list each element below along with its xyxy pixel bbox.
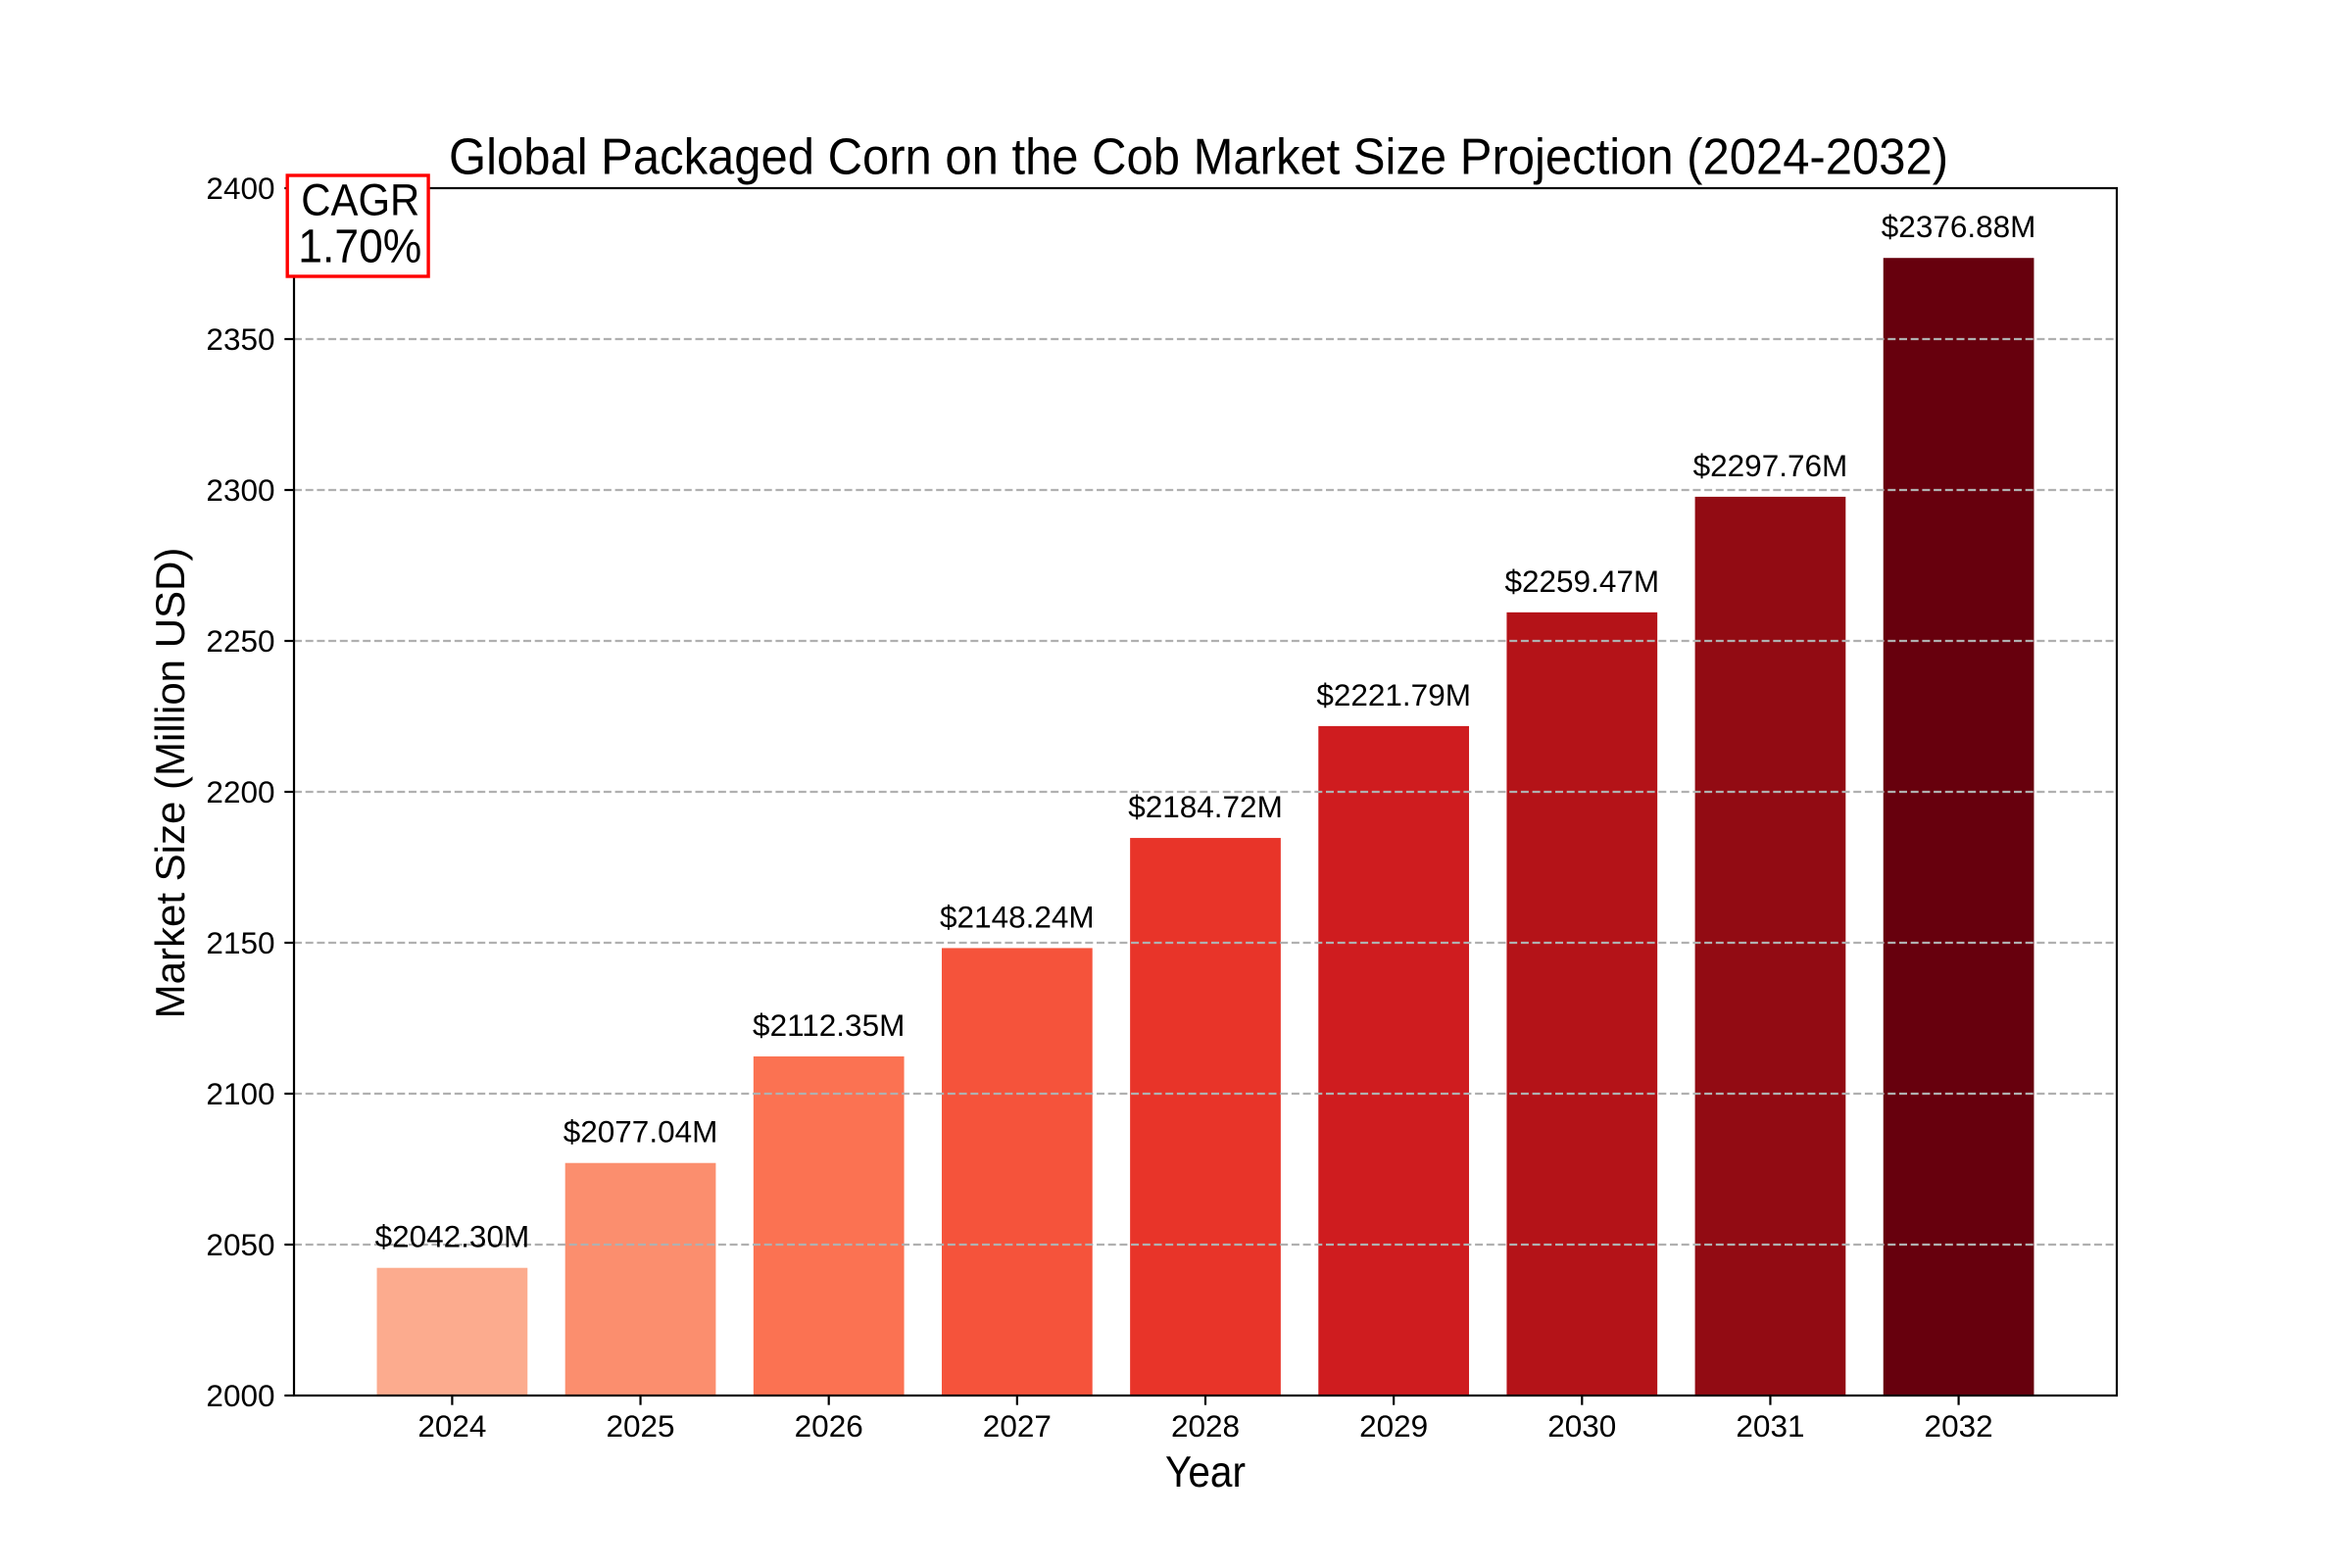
svg-text:2032: 2032 (1925, 1408, 1993, 1444)
svg-text:Year: Year (1165, 1448, 1246, 1496)
svg-text:2400: 2400 (206, 171, 274, 206)
svg-text:2250: 2250 (206, 623, 274, 659)
svg-text:2350: 2350 (206, 321, 274, 357)
svg-text:2300: 2300 (206, 472, 274, 508)
svg-text:$2184.72M: $2184.72M (1128, 789, 1283, 824)
svg-text:Market Size (Million USD): Market Size (Million USD) (147, 548, 193, 1019)
svg-text:2030: 2030 (1547, 1408, 1616, 1444)
svg-text:2150: 2150 (206, 925, 274, 960)
svg-text:$2221.79M: $2221.79M (1316, 677, 1471, 712)
svg-text:2024: 2024 (417, 1408, 486, 1444)
svg-text:$2042.30M: $2042.30M (375, 1219, 530, 1254)
svg-text:2029: 2029 (1359, 1408, 1428, 1444)
svg-text:$2376.88M: $2376.88M (1882, 209, 2036, 244)
svg-text:2025: 2025 (607, 1408, 675, 1444)
svg-text:2027: 2027 (983, 1408, 1052, 1444)
svg-text:Global Packaged Corn on the Co: Global Packaged Corn on the Cob Market S… (449, 129, 1948, 186)
svg-text:$2297.76M: $2297.76M (1693, 448, 1848, 483)
svg-text:2000: 2000 (206, 1378, 274, 1413)
svg-text:2028: 2028 (1171, 1408, 1240, 1444)
svg-text:CAGR: CAGR (301, 175, 419, 225)
svg-text:2200: 2200 (206, 774, 274, 809)
svg-text:2100: 2100 (206, 1076, 274, 1111)
svg-text:2026: 2026 (795, 1408, 863, 1444)
svg-text:$2259.47M: $2259.47M (1504, 564, 1659, 599)
svg-text:$2112.35M: $2112.35M (753, 1007, 905, 1043)
svg-text:1.70%: 1.70% (298, 220, 421, 273)
svg-text:2050: 2050 (206, 1227, 274, 1262)
svg-text:2031: 2031 (1736, 1408, 1804, 1444)
svg-text:$2148.24M: $2148.24M (940, 899, 1095, 934)
svg-text:$2077.04M: $2077.04M (564, 1114, 718, 1150)
